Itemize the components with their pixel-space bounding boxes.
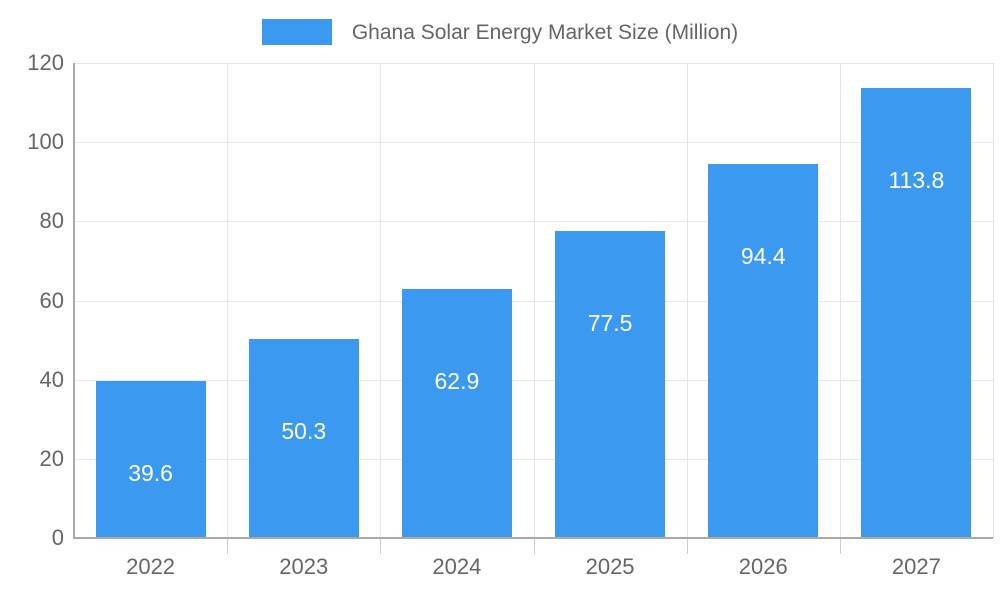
y-tick-label: 80 — [39, 208, 64, 234]
x-axis-tick — [687, 539, 688, 554]
x-axis-tick — [227, 539, 228, 554]
y-axis-labels: 0 20 40 60 80 100 120 — [0, 0, 64, 600]
y-tick-label: 100 — [27, 129, 64, 155]
plot-area: 39.6 50.3 62.9 77.5 94.4 113.8 — [74, 63, 994, 539]
x-tick-label: 2027 — [891, 554, 941, 579]
x-axis-labels: 2022 2023 2024 2025 2026 2027 — [74, 556, 993, 590]
x-axis-tick — [380, 539, 381, 554]
y-tick-label: 40 — [39, 366, 64, 392]
bar-value-label: 50.3 — [281, 417, 327, 444]
y-tick-label: 120 — [27, 50, 64, 75]
bar[interactable]: 113.8 — [861, 87, 972, 538]
bar-value-label: 77.5 — [587, 310, 633, 337]
gridline-vertical — [993, 63, 994, 538]
legend-label: Ghana Solar Energy Market Size (Million) — [351, 20, 739, 44]
x-tick-label: 2022 — [126, 554, 176, 579]
gridline-vertical — [687, 63, 688, 538]
y-tick-label: 60 — [39, 287, 64, 313]
chart-legend: Ghana Solar Energy Market Size (Million) — [0, 14, 1000, 50]
bar[interactable]: 39.6 — [95, 381, 206, 538]
x-axis-line — [74, 537, 993, 539]
x-tick-label: 2026 — [738, 554, 788, 579]
gridline-horizontal — [74, 301, 993, 302]
gridline-vertical — [227, 63, 228, 538]
bar-value-label: 39.6 — [128, 460, 173, 487]
bar[interactable]: 94.4 — [708, 164, 819, 538]
gridline-horizontal — [74, 142, 993, 143]
gridline-vertical — [840, 63, 841, 538]
bar-value-label: 94.4 — [740, 243, 786, 270]
x-axis-tick — [840, 539, 841, 554]
y-tick-label: 0 — [51, 525, 64, 550]
gridline-horizontal — [74, 221, 993, 222]
bar-value-label: 113.8 — [888, 166, 945, 193]
x-axis-tick — [534, 539, 535, 554]
y-axis-line — [73, 63, 75, 539]
x-tick-label: 2024 — [432, 554, 482, 579]
x-tick-label: 2023 — [279, 554, 329, 579]
bar-value-label: 62.9 — [434, 368, 480, 395]
x-tick-label: 2025 — [585, 554, 635, 579]
bar[interactable]: 77.5 — [555, 231, 666, 538]
bar[interactable]: 62.9 — [401, 289, 512, 538]
gridline-vertical — [534, 63, 535, 538]
gridline-horizontal — [74, 63, 993, 64]
gridline-horizontal — [74, 459, 993, 460]
bar[interactable]: 50.3 — [248, 338, 359, 538]
gridline-horizontal — [74, 380, 993, 381]
y-tick-label: 20 — [39, 445, 64, 471]
legend-color-swatch[interactable] — [261, 19, 332, 45]
gridline-vertical — [380, 63, 381, 538]
